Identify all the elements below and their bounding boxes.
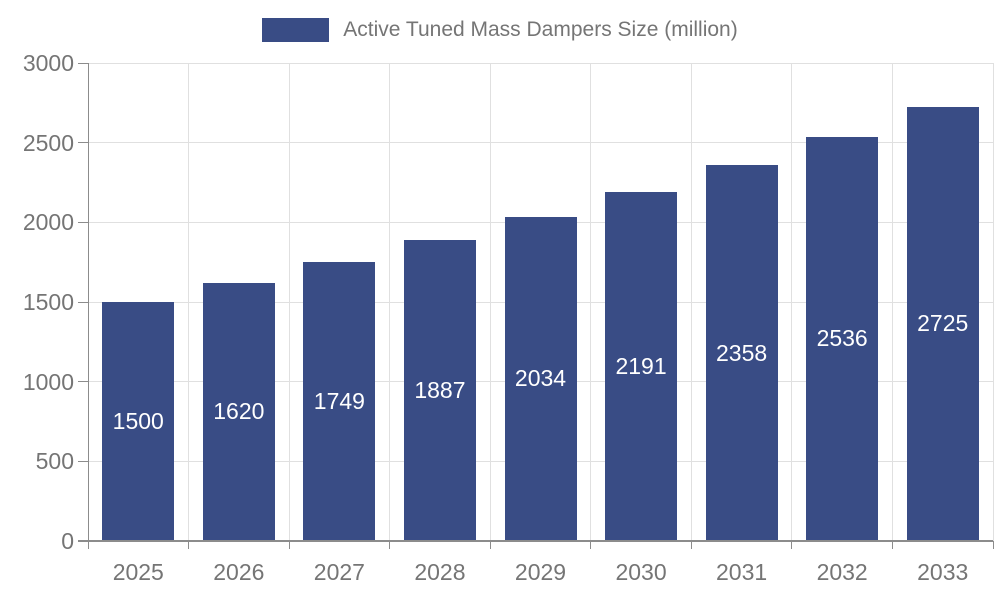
bar-value-label: 1887 (414, 377, 466, 404)
x-axis-line (78, 540, 993, 542)
x-tick-mark (489, 541, 491, 549)
y-tick-label: 2000 (22, 209, 74, 236)
gridline-horizontal (88, 62, 993, 64)
y-tick-mark (78, 221, 88, 223)
x-tick-label: 2029 (514, 559, 567, 585)
gridline-vertical (791, 63, 793, 541)
x-tick-mark (690, 541, 692, 549)
bar-2032[interactable]: 2536 (806, 136, 879, 541)
x-tick-label: 2032 (816, 559, 868, 585)
bar-value-label: 1749 (313, 388, 365, 415)
bar-2025[interactable]: 1500 (102, 302, 175, 541)
x-tick-mark (891, 541, 893, 549)
bar-value-label: 2358 (716, 339, 768, 366)
bar-value-label: 2725 (917, 310, 969, 337)
x-tick-label: 2025 (112, 559, 164, 585)
x-tick-mark (87, 541, 89, 549)
bar-2031[interactable]: 2358 (705, 165, 778, 541)
x-tick-label: 2033 (917, 559, 969, 585)
legend-swatch (262, 18, 330, 42)
y-tick-label: 1500 (22, 289, 74, 315)
y-tick-mark (78, 301, 88, 303)
x-tick-mark (288, 541, 290, 549)
x-tick-label: 2030 (615, 559, 667, 585)
bar-value-label: 1500 (112, 408, 164, 434)
x-tick-mark (188, 541, 190, 549)
legend-label: Active Tuned Mass Dampers Size (million) (343, 18, 738, 41)
y-tick-mark (78, 142, 88, 144)
y-tick-label: 2500 (22, 129, 74, 156)
gridline-vertical (489, 63, 491, 541)
legend[interactable]: Active Tuned Mass Dampers Size (million) (0, 15, 1000, 45)
gridline-vertical (690, 63, 692, 541)
y-tick-label: 1000 (22, 368, 74, 395)
gridline-vertical (992, 63, 994, 541)
x-tick-mark (992, 541, 994, 549)
gridline-vertical (288, 63, 290, 541)
gridline-horizontal (88, 142, 993, 144)
y-tick-label: 500 (35, 448, 74, 475)
y-tick-mark (78, 460, 88, 462)
y-tick-mark (78, 381, 88, 383)
bar-2030[interactable]: 2191 (605, 191, 678, 541)
bar-value-label: 1620 (213, 398, 265, 425)
bar-value-label: 2034 (514, 365, 567, 392)
bar-value-label: 2536 (816, 325, 868, 352)
gridline-vertical (389, 63, 391, 541)
y-tick-label: 3000 (22, 50, 74, 76)
bar-2029[interactable]: 2034 (504, 216, 577, 541)
y-tick-mark (78, 62, 88, 64)
bar-2033[interactable]: 2725 (906, 106, 979, 541)
bar-2026[interactable]: 1620 (202, 282, 275, 541)
gridline-vertical (891, 63, 893, 541)
x-tick-label: 2031 (716, 559, 768, 585)
x-tick-mark (389, 541, 391, 549)
x-tick-label: 2028 (414, 559, 466, 585)
bar-2027[interactable]: 1749 (303, 262, 376, 541)
gridline-vertical (188, 63, 190, 541)
x-tick-label: 2027 (313, 559, 365, 585)
bar-value-label: 2191 (615, 352, 667, 379)
y-axis-line (88, 63, 89, 542)
bar-2028[interactable]: 1887 (403, 240, 476, 541)
x-tick-mark (590, 541, 592, 549)
x-tick-mark (791, 541, 793, 549)
x-tick-label: 2026 (213, 559, 265, 585)
y-tick-label: 0 (61, 528, 74, 554)
gridline-vertical (590, 63, 592, 541)
